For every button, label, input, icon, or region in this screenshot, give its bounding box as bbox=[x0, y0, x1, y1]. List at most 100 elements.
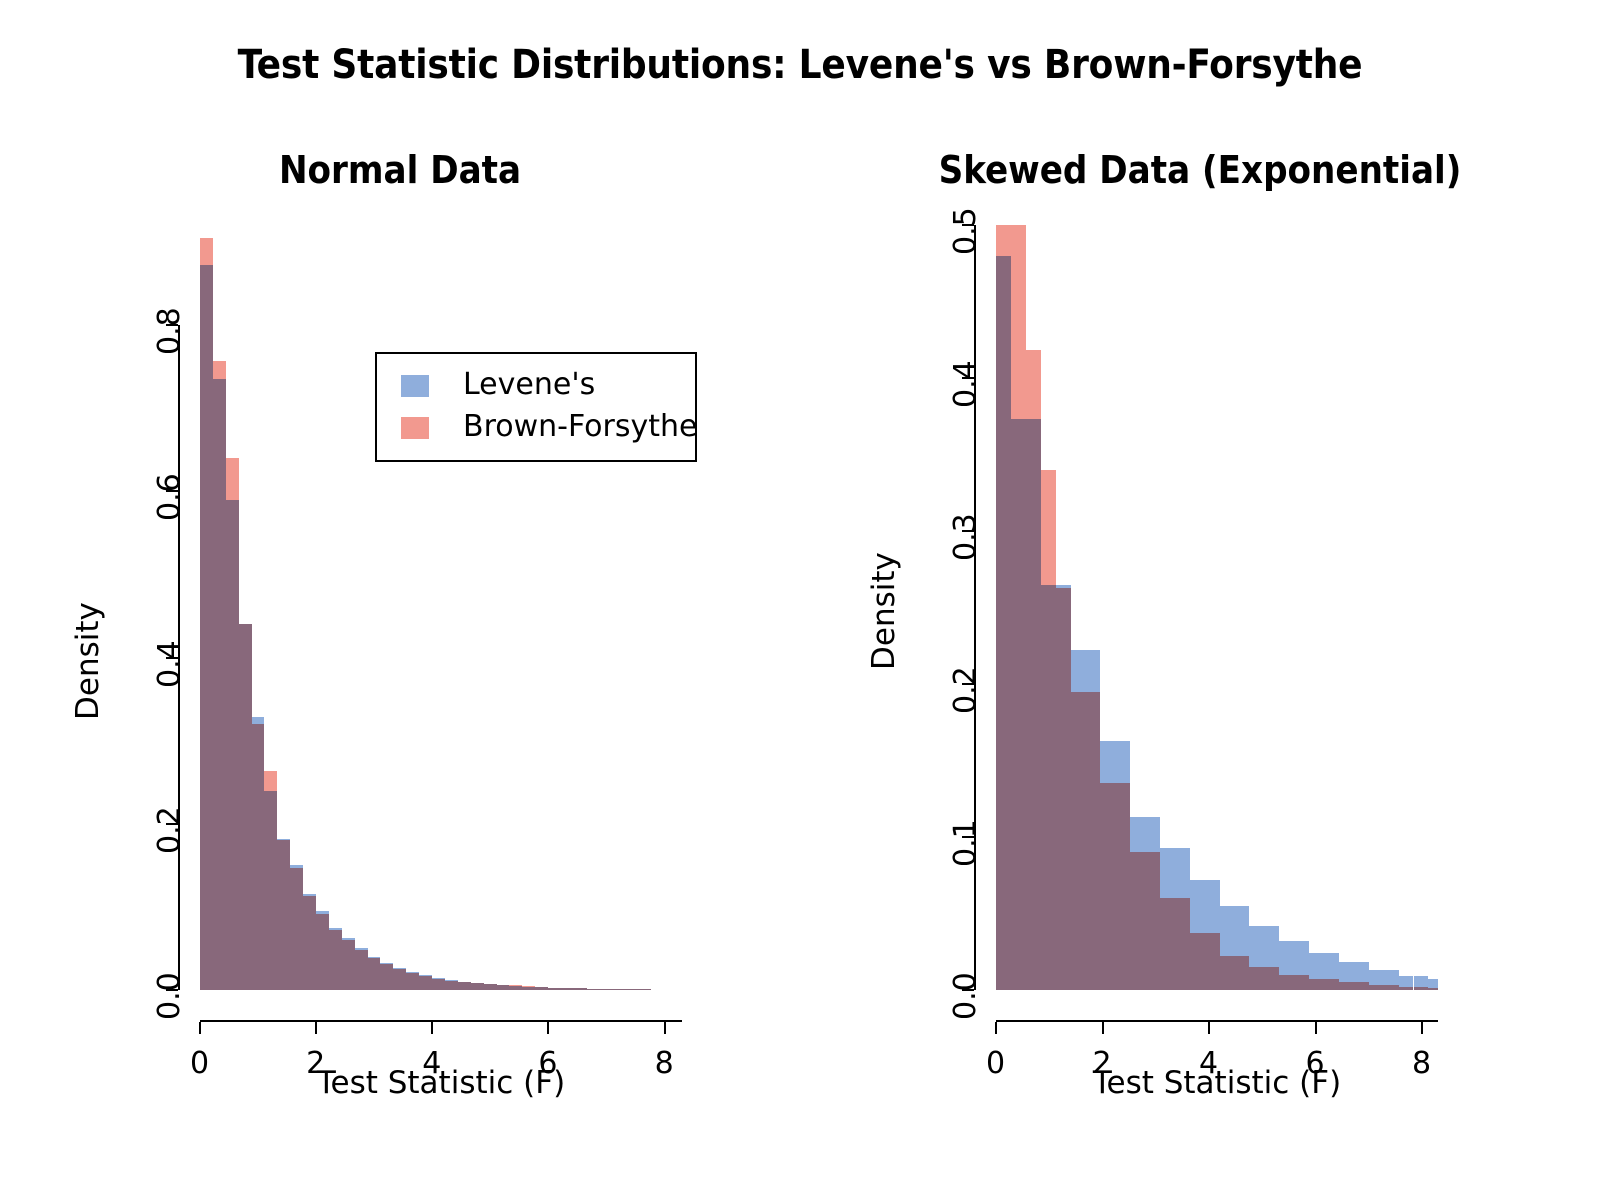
y-axis-skewed bbox=[974, 225, 976, 990]
x-tick-label: 0 bbox=[190, 1046, 210, 1081]
histogram-bar bbox=[380, 962, 394, 990]
histogram-bar bbox=[1413, 976, 1429, 990]
y-tick-mark bbox=[962, 683, 974, 685]
x-tick-label: 8 bbox=[654, 1046, 674, 1081]
x-tick-mark bbox=[1314, 1022, 1317, 1034]
y-tick-mark bbox=[962, 530, 974, 532]
histogram-bar bbox=[560, 987, 574, 990]
y-tick-mark bbox=[166, 490, 178, 493]
histogram-bar bbox=[1160, 847, 1175, 990]
y-tick-mark bbox=[166, 822, 178, 825]
plot-area-skewed bbox=[996, 215, 1438, 990]
histogram-bar bbox=[1025, 419, 1041, 990]
histogram-bar bbox=[457, 981, 471, 990]
histogram-bar bbox=[496, 985, 510, 990]
legend-swatch-brown-forsythe-icon bbox=[401, 417, 429, 439]
y-tick-mark bbox=[962, 377, 974, 379]
y-tick-label: 0.0 bbox=[948, 972, 983, 1020]
x-tick-label: 8 bbox=[1412, 1046, 1432, 1081]
x-tick-label: 0 bbox=[986, 1046, 1006, 1081]
histogram-bar bbox=[625, 989, 639, 990]
histogram-bar bbox=[1234, 905, 1250, 990]
y-tick-label: 0.5 bbox=[948, 207, 983, 255]
panel-title-normal: Normal Data bbox=[278, 148, 522, 192]
histogram-bar bbox=[1279, 941, 1295, 990]
panel-skewed-data: Skewed Data (Exponential) 0.0 0.1 0.2 0.3 0.… bbox=[800, 120, 1600, 1200]
histogram-bar bbox=[341, 938, 355, 990]
histogram-bar bbox=[1100, 740, 1116, 990]
histogram-bar bbox=[1368, 970, 1384, 990]
histogram-bar bbox=[432, 977, 445, 990]
x-tick-label: 4 bbox=[422, 1046, 442, 1081]
y-tick-label: 0.4 bbox=[152, 639, 187, 688]
histogram-bar bbox=[419, 975, 433, 990]
histogram-bar bbox=[316, 911, 329, 990]
histogram-bar bbox=[1294, 941, 1310, 990]
histogram-bar bbox=[1219, 905, 1235, 990]
page-title: Test Statistic Distributions: Levene's v… bbox=[237, 42, 1363, 88]
histogram-bar bbox=[612, 989, 626, 990]
y-axis-title-normal: Density bbox=[70, 601, 106, 720]
histogram-bar bbox=[238, 624, 252, 990]
histogram-bar bbox=[303, 894, 317, 990]
x-tick-mark bbox=[1421, 1022, 1424, 1034]
histogram-bar bbox=[393, 967, 407, 990]
histogram-bar bbox=[444, 980, 458, 990]
histogram-bar bbox=[1353, 962, 1369, 990]
histogram-bar bbox=[1070, 650, 1086, 990]
y-tick-label: 0.2 bbox=[152, 806, 187, 854]
histogram-bar bbox=[277, 838, 291, 990]
legend-label-brown-forsythe: Brown-Forsythe bbox=[463, 409, 698, 444]
histogram-bar bbox=[1204, 879, 1220, 990]
histogram-bar bbox=[470, 982, 484, 990]
histogram-bar bbox=[200, 265, 213, 990]
y-tick-mark bbox=[166, 324, 178, 326]
x-axis-skewed bbox=[996, 1020, 1438, 1022]
x-axis-title-skewed: Test Statistic (F) bbox=[1092, 1065, 1342, 1101]
x-tick-label: 6 bbox=[1305, 1046, 1325, 1081]
y-tick-label: 0.6 bbox=[152, 473, 187, 522]
x-tick-mark bbox=[199, 1022, 201, 1034]
histogram-bar bbox=[354, 948, 368, 990]
histogram-bar bbox=[1145, 817, 1160, 990]
histogram-bar bbox=[638, 989, 652, 990]
x-tick-label: 2 bbox=[306, 1046, 326, 1081]
histogram-bar bbox=[483, 984, 497, 990]
histogram-bar bbox=[1055, 584, 1071, 990]
histogram-bar bbox=[1338, 962, 1354, 990]
histogram-bar bbox=[225, 499, 239, 990]
histogram-bar bbox=[1130, 817, 1146, 990]
y-tick-label: 0.0 bbox=[152, 972, 187, 1020]
x-tick-label: 4 bbox=[1199, 1046, 1219, 1081]
x-tick-mark bbox=[547, 1022, 550, 1034]
x-tick-mark bbox=[431, 1022, 434, 1034]
x-tick-mark bbox=[315, 1022, 318, 1034]
histogram-bar bbox=[599, 988, 613, 990]
panel-title-skewed: Skewed Data (Exponential) bbox=[938, 148, 1462, 192]
histogram-bar bbox=[1040, 584, 1056, 990]
histogram-bar bbox=[1249, 925, 1265, 990]
x-tick-mark bbox=[995, 1022, 997, 1034]
y-tick-mark bbox=[962, 224, 974, 226]
x-tick-mark bbox=[1208, 1022, 1210, 1034]
legend-label-levene: Levene's bbox=[463, 367, 596, 402]
x-axis-title-normal: Test Statistic (F) bbox=[316, 1065, 566, 1101]
y-tick-label: 0.4 bbox=[948, 360, 983, 408]
y-tick-mark bbox=[962, 836, 974, 838]
histogram-bar bbox=[1264, 925, 1280, 990]
histogram-bar bbox=[586, 988, 600, 990]
plot-area-normal bbox=[200, 220, 680, 990]
histogram-bar bbox=[212, 379, 226, 990]
histogram-bar bbox=[1383, 970, 1399, 990]
legend-swatch-levene-icon bbox=[401, 375, 429, 397]
histogram-bar bbox=[1010, 419, 1026, 990]
y-tick-label: 0.8 bbox=[152, 307, 187, 355]
histogram-bar bbox=[406, 971, 420, 990]
histogram-bar bbox=[509, 985, 523, 990]
histogram-bar bbox=[522, 986, 536, 990]
y-tick-mark bbox=[962, 989, 974, 991]
histogram-bar bbox=[1428, 979, 1438, 990]
histogram-bar bbox=[1398, 976, 1414, 990]
histogram-bar bbox=[1085, 650, 1101, 990]
